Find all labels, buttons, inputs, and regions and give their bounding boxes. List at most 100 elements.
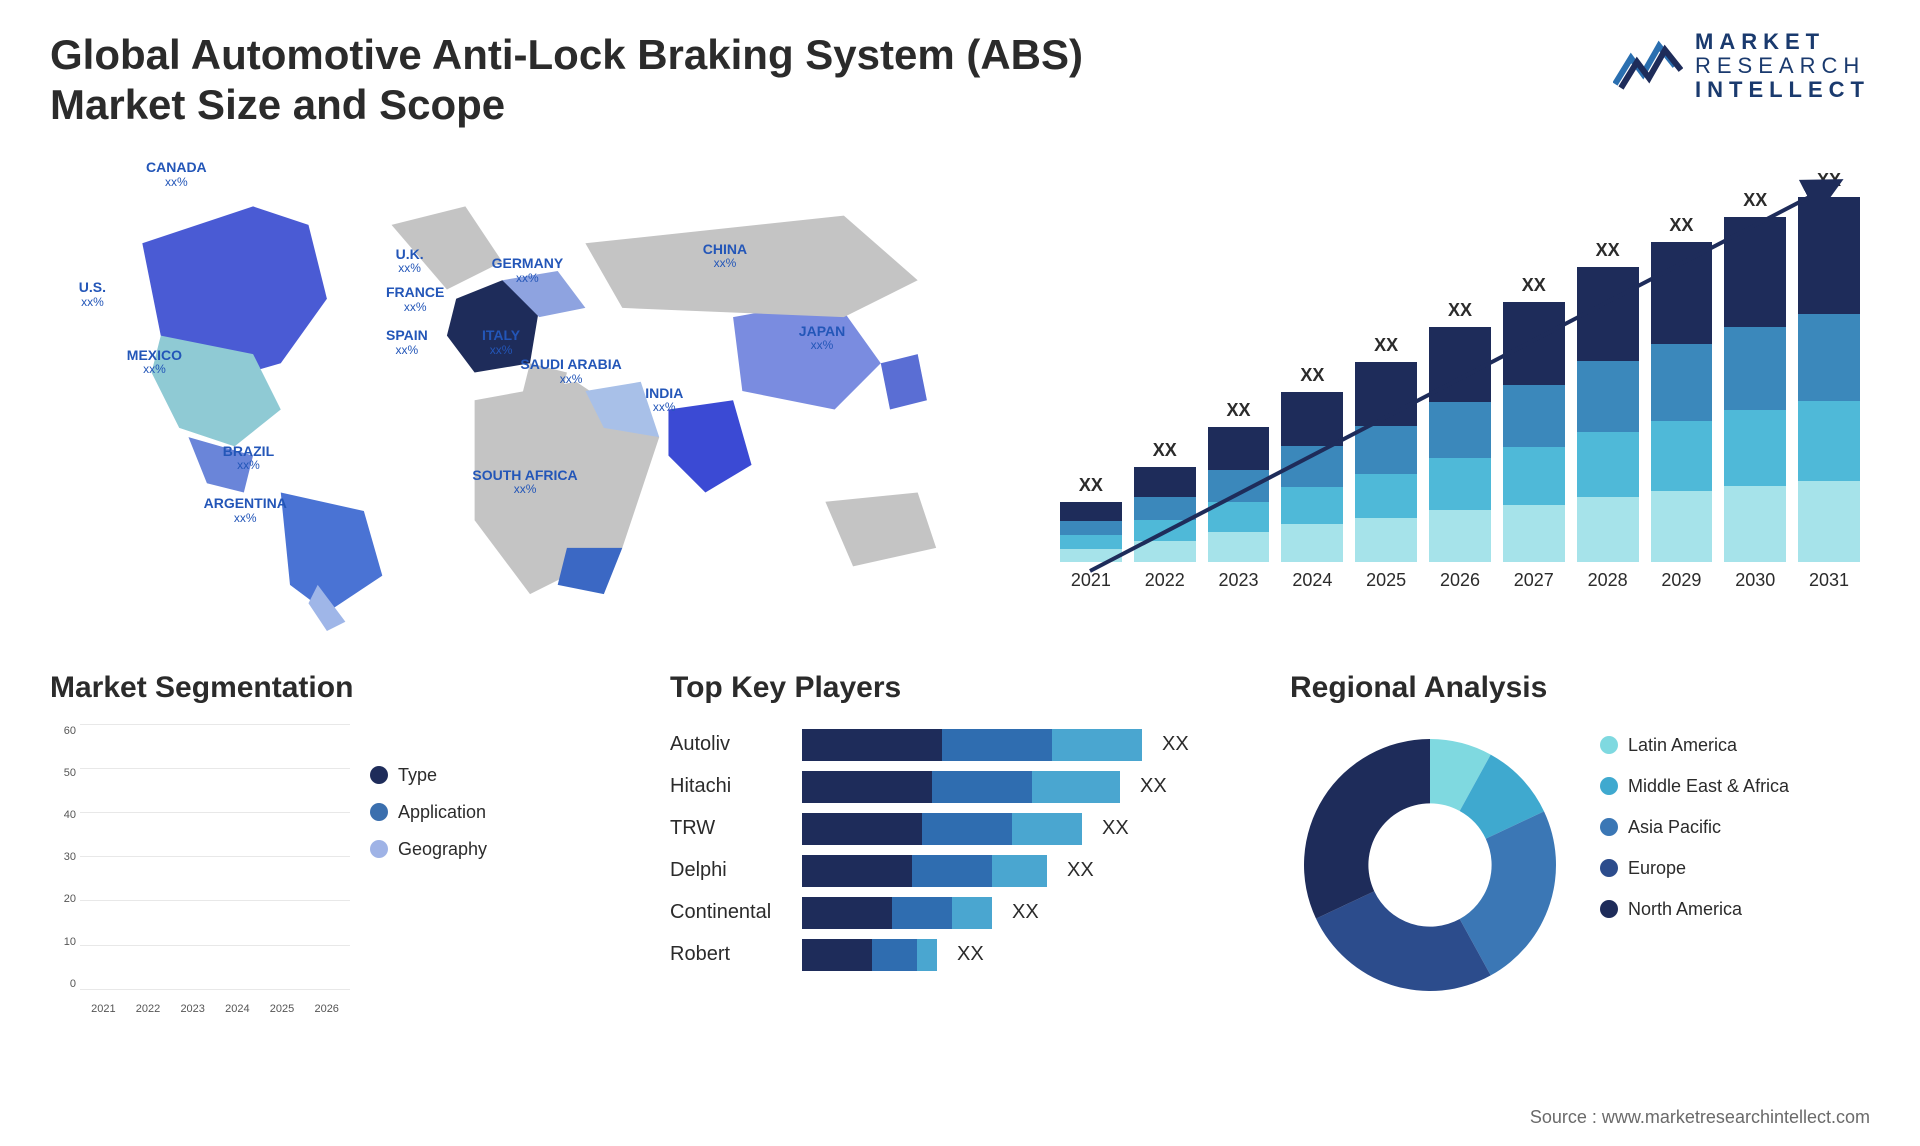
growth-bar-2028: XX2028 <box>1577 240 1639 591</box>
growth-bar-seg <box>1798 314 1860 402</box>
growth-bar-seg <box>1724 217 1786 327</box>
growth-chart: XX2021XX2022XX2023XX2024XX2025XX2026XX20… <box>1050 151 1870 631</box>
map-label-germany: GERMANYxx% <box>492 256 564 285</box>
growth-bar-seg <box>1651 344 1713 421</box>
legend-label: Geography <box>398 839 487 860</box>
player-bar-seg <box>802 939 872 971</box>
player-row-robert: RobertXX <box>670 939 1250 971</box>
growth-bar-label: XX <box>1817 170 1841 191</box>
player-name: Hitachi <box>670 775 790 798</box>
player-row-trw: TRW XX <box>670 813 1250 845</box>
map-label-france: FRANCExx% <box>386 285 444 314</box>
growth-bar-year: 2024 <box>1292 570 1332 591</box>
map-label-india: INDIAxx% <box>645 386 683 415</box>
players-title: Top Key Players <box>670 671 1250 705</box>
map-label-china: CHINAxx% <box>703 242 747 271</box>
growth-bar-seg <box>1651 242 1713 344</box>
player-value: XX <box>1067 859 1094 882</box>
growth-bar-year: 2030 <box>1735 570 1775 591</box>
map-label-brazil: BRAZILxx% <box>223 444 274 473</box>
growth-bar-seg <box>1355 518 1417 562</box>
growth-bar-seg <box>1134 497 1196 520</box>
legend-label: Europe <box>1628 858 1686 879</box>
growth-bar-2023: XX2023 <box>1208 400 1270 591</box>
growth-bar-seg <box>1503 385 1565 447</box>
player-bar <box>802 939 937 971</box>
player-row-continental: ContinentalXX <box>670 897 1250 929</box>
legend-dot-icon <box>370 766 388 784</box>
legend-label: North America <box>1628 899 1742 920</box>
region-legend-item: Europe <box>1600 858 1789 879</box>
region-legend-item: Latin America <box>1600 735 1789 756</box>
legend-dot-icon <box>1600 777 1618 795</box>
player-bar <box>802 813 1082 845</box>
growth-bar-2024: XX2024 <box>1281 365 1343 591</box>
growth-bar-seg <box>1281 392 1343 446</box>
player-name: TRW <box>670 817 790 840</box>
world-map-panel: CANADAxx%U.S.xx%MEXICOxx%BRAZILxx%ARGENT… <box>50 151 1010 631</box>
growth-bar-seg <box>1724 410 1786 486</box>
segmentation-legend: TypeApplicationGeography <box>370 725 487 860</box>
growth-bar-seg <box>1060 535 1122 548</box>
growth-bar-seg <box>1724 327 1786 410</box>
regional-title: Regional Analysis <box>1290 671 1870 705</box>
growth-bar-seg <box>1651 421 1713 491</box>
map-label-canada: CANADAxx% <box>146 160 207 189</box>
map-label-spain: SPAINxx% <box>386 328 428 357</box>
player-bar-seg <box>1032 771 1120 803</box>
legend-dot-icon <box>1600 736 1618 754</box>
player-bar-seg <box>802 855 912 887</box>
legend-label: Latin America <box>1628 735 1737 756</box>
growth-bar-year: 2022 <box>1145 570 1185 591</box>
growth-bar-seg <box>1208 532 1270 562</box>
player-value: XX <box>957 943 984 966</box>
regional-donut <box>1290 725 1570 1005</box>
growth-bar-seg <box>1355 474 1417 518</box>
growth-bar-seg <box>1798 481 1860 561</box>
player-value: XX <box>1102 817 1129 840</box>
player-bar <box>802 897 992 929</box>
region-legend-item: North America <box>1600 899 1789 920</box>
growth-bar-label: XX <box>1153 440 1177 461</box>
growth-bar-seg <box>1134 467 1196 497</box>
growth-bar-seg <box>1429 510 1491 562</box>
growth-bar-label: XX <box>1669 215 1693 236</box>
player-row-delphi: DelphiXX <box>670 855 1250 887</box>
legend-dot-icon <box>1600 900 1618 918</box>
legend-dot-icon <box>370 840 388 858</box>
player-value: XX <box>1140 775 1167 798</box>
growth-bar-seg <box>1208 470 1270 502</box>
player-bar-seg <box>892 897 952 929</box>
growth-bar-year: 2026 <box>1440 570 1480 591</box>
regional-analysis-section: Regional Analysis Latin America Middle Ea… <box>1290 671 1870 1015</box>
growth-bar-seg <box>1577 432 1639 497</box>
logo-text-2: RESEARCH <box>1695 54 1870 78</box>
growth-bar-seg <box>1798 197 1860 314</box>
map-label-us: U.S.xx% <box>79 280 106 309</box>
growth-bar-seg <box>1208 502 1270 532</box>
legend-dot-icon <box>1600 859 1618 877</box>
player-value: XX <box>1162 733 1189 756</box>
player-bar-seg <box>952 897 992 929</box>
player-bar <box>802 855 1047 887</box>
player-bar-seg <box>802 771 932 803</box>
growth-bar-2021: XX2021 <box>1060 475 1122 591</box>
market-segmentation-section: Market Segmentation 0102030405060 202120… <box>50 671 630 1015</box>
source-attribution: Source : www.marketresearchintellect.com <box>1530 1107 1870 1128</box>
map-label-argentina: ARGENTINAxx% <box>204 496 287 525</box>
map-label-japan: JAPANxx% <box>799 324 845 353</box>
segmentation-chart: 0102030405060 202120222023202420252026 <box>50 725 350 1015</box>
brand-logo: MARKET RESEARCH INTELLECT <box>1613 30 1870 103</box>
growth-bar-seg <box>1281 446 1343 487</box>
growth-bar-year: 2029 <box>1661 570 1701 591</box>
growth-bar-seg <box>1281 524 1343 561</box>
legend-label: Middle East & Africa <box>1628 776 1789 797</box>
growth-bar-label: XX <box>1374 335 1398 356</box>
growth-bar-seg <box>1429 458 1491 510</box>
donut-slice <box>1304 739 1430 919</box>
seg-legend-item: Type <box>370 765 487 786</box>
growth-bar-seg <box>1577 361 1639 432</box>
legend-dot-icon <box>370 803 388 821</box>
growth-bar-seg <box>1060 502 1122 521</box>
region-legend-item: Asia Pacific <box>1600 817 1789 838</box>
